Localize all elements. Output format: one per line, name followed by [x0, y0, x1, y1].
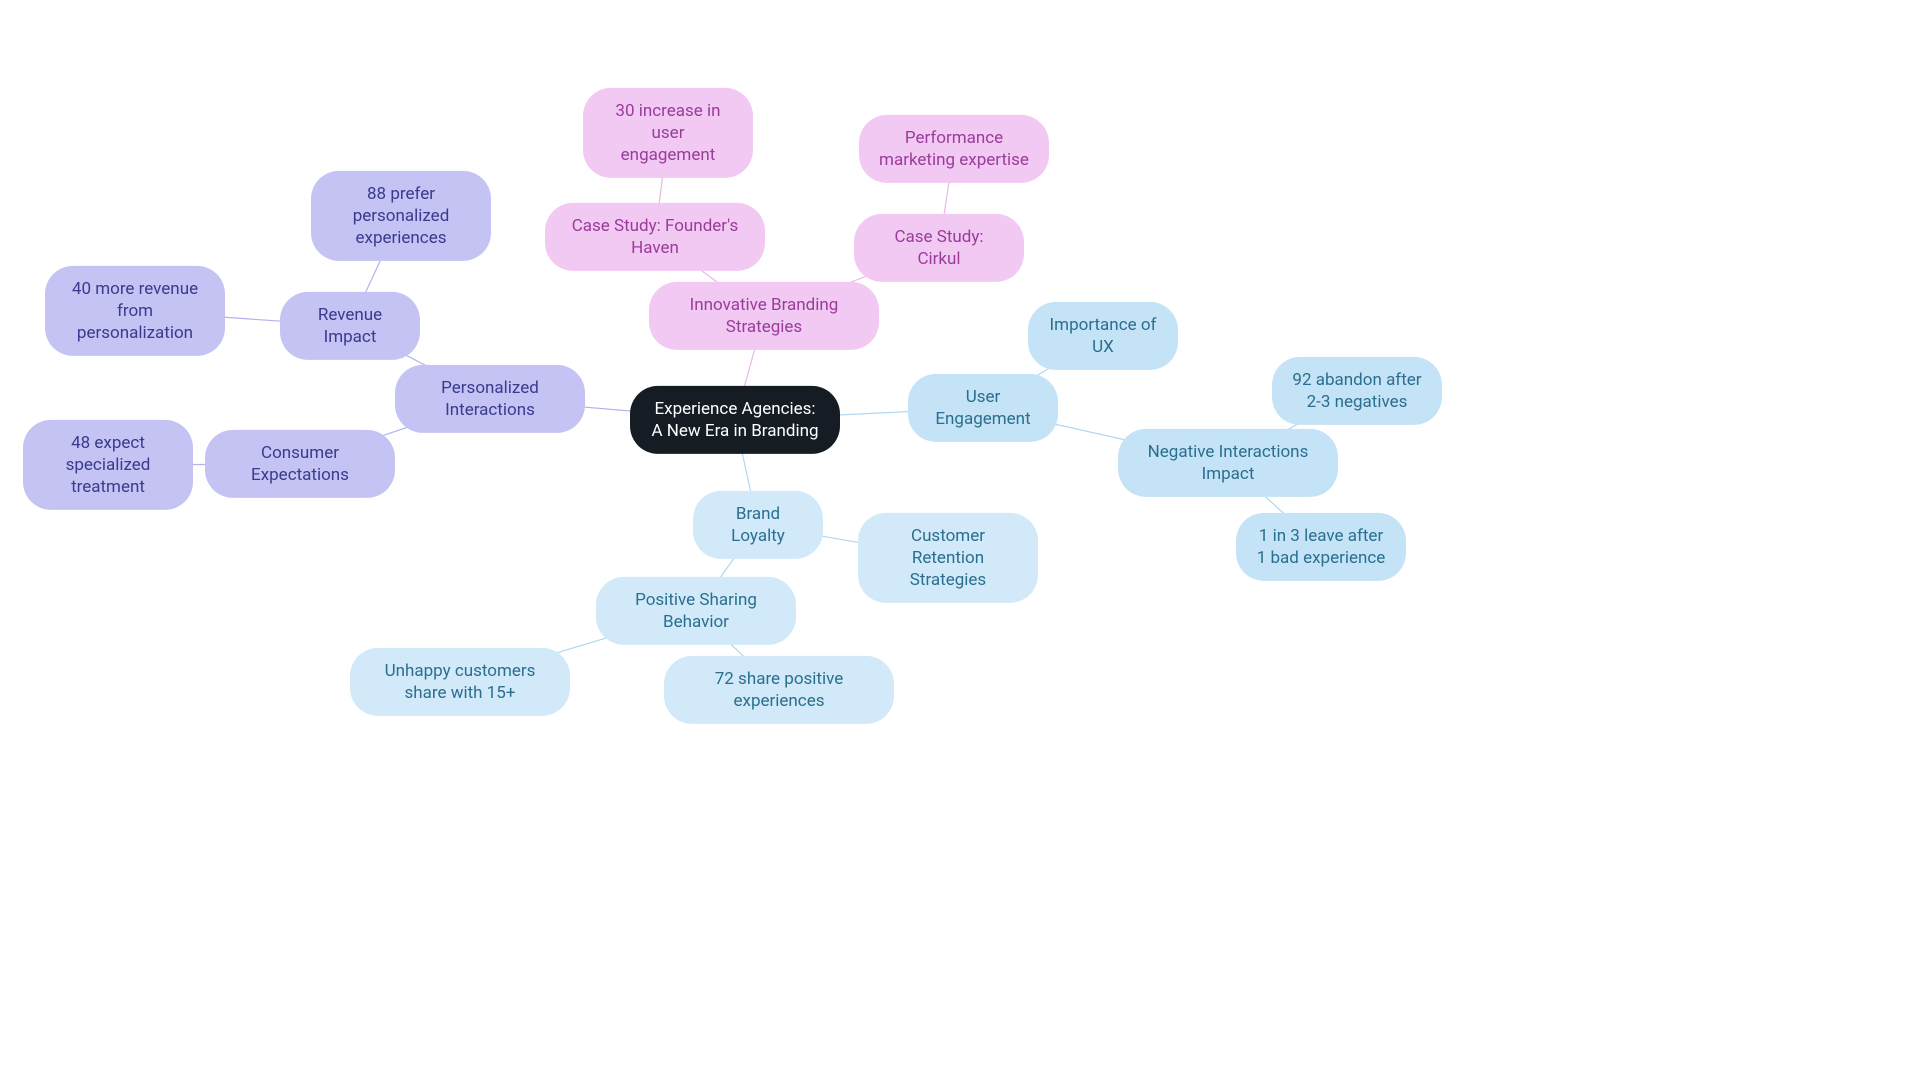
node-share-72[interactable]: 72 share positive experiences: [664, 656, 894, 724]
node-brand-loyalty[interactable]: Brand Loyalty: [693, 491, 823, 559]
node-label: Consumer Expectations: [225, 442, 375, 486]
node-label: Revenue Impact: [300, 304, 400, 348]
node-label: Innovative Branding Strategies: [669, 294, 859, 338]
node-innovative-branding[interactable]: Innovative Branding Strategies: [649, 282, 879, 350]
node-center[interactable]: Experience Agencies: A New Era in Brandi…: [630, 386, 840, 454]
node-label: Case Study: Founder's Haven: [565, 215, 745, 259]
node-personalized[interactable]: Personalized Interactions: [395, 365, 585, 433]
node-label: Case Study: Cirkul: [874, 226, 1004, 270]
node-abandon-92[interactable]: 92 abandon after 2-3 negatives: [1272, 357, 1442, 425]
node-positive-sharing[interactable]: Positive Sharing Behavior: [596, 577, 796, 645]
node-label: Negative Interactions Impact: [1138, 441, 1318, 485]
node-label: Personalized Interactions: [415, 377, 565, 421]
node-prefer-88[interactable]: 88 prefer personalized experiences: [311, 171, 491, 261]
node-label: User Engagement: [928, 386, 1038, 430]
node-user-engagement[interactable]: User Engagement: [908, 374, 1058, 442]
node-leave-1in3[interactable]: 1 in 3 leave after 1 bad experience: [1236, 513, 1406, 581]
node-label: 88 prefer personalized experiences: [331, 183, 471, 249]
node-label: 40 more revenue from personalization: [65, 278, 205, 344]
node-retention[interactable]: Customer Retention Strategies: [858, 513, 1038, 603]
node-expect-48[interactable]: 48 expect specialized treatment: [23, 420, 193, 510]
node-label: Positive Sharing Behavior: [616, 589, 776, 633]
node-cirkul[interactable]: Case Study: Cirkul: [854, 214, 1024, 282]
node-label: Importance of UX: [1048, 314, 1158, 358]
node-engagement-30[interactable]: 30 increase in user engagement: [583, 88, 753, 178]
node-label: Customer Retention Strategies: [878, 525, 1018, 591]
node-label: 92 abandon after 2-3 negatives: [1292, 369, 1422, 413]
node-label: Performance marketing expertise: [879, 127, 1029, 171]
node-label: Experience Agencies: A New Era in Brandi…: [650, 398, 820, 442]
node-revenue-impact[interactable]: Revenue Impact: [280, 292, 420, 360]
node-label: 48 expect specialized treatment: [43, 432, 173, 498]
node-label: Unhappy customers share with 15+: [370, 660, 550, 704]
node-importance-ux[interactable]: Importance of UX: [1028, 302, 1178, 370]
node-performance-marketing[interactable]: Performance marketing expertise: [859, 115, 1049, 183]
node-negative-impact[interactable]: Negative Interactions Impact: [1118, 429, 1338, 497]
node-label: 72 share positive experiences: [684, 668, 874, 712]
node-consumer-expectations[interactable]: Consumer Expectations: [205, 430, 395, 498]
node-unhappy-share[interactable]: Unhappy customers share with 15+: [350, 648, 570, 716]
node-label: Brand Loyalty: [713, 503, 803, 547]
node-revenue-40[interactable]: 40 more revenue from personalization: [45, 266, 225, 356]
node-label: 1 in 3 leave after 1 bad experience: [1256, 525, 1386, 569]
node-founders-haven[interactable]: Case Study: Founder's Haven: [545, 203, 765, 271]
node-label: 30 increase in user engagement: [603, 100, 733, 166]
